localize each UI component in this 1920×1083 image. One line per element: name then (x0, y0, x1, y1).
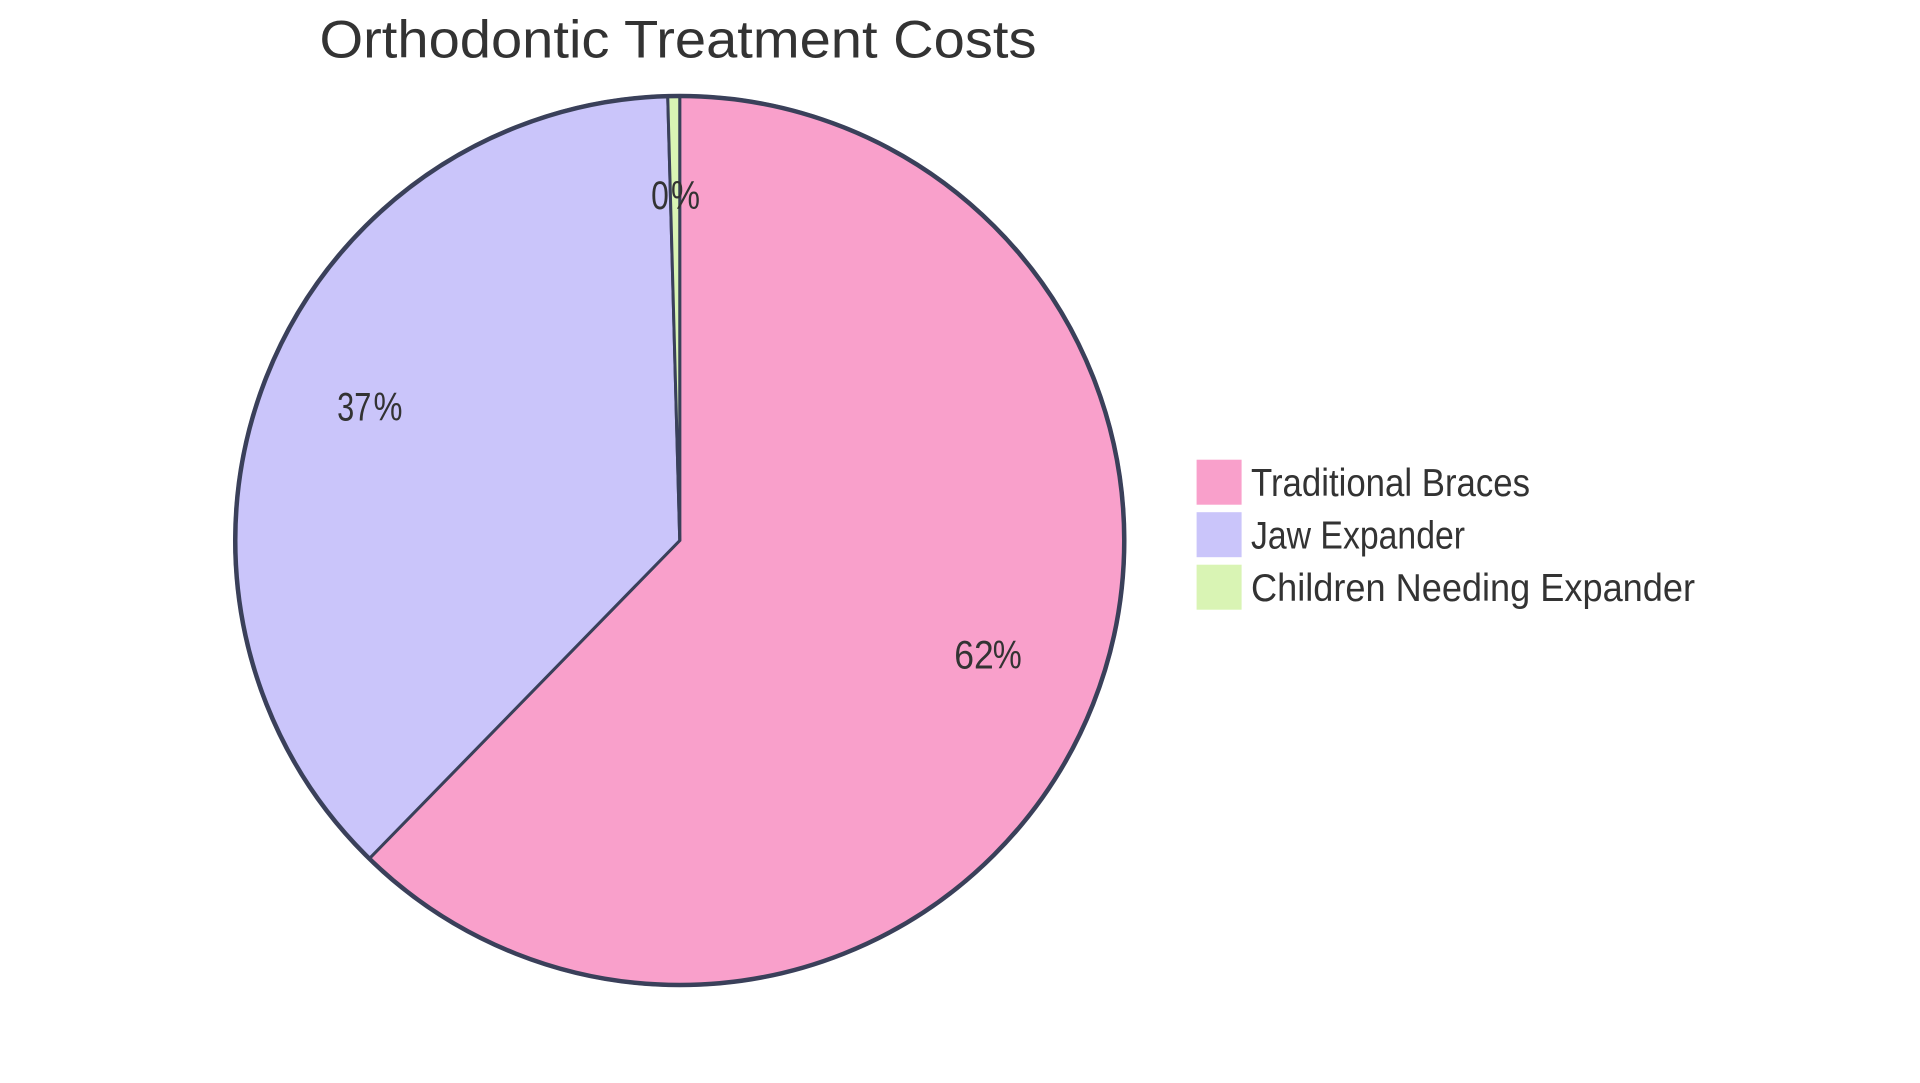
svg-text:37: 37 (337, 385, 371, 429)
svg-text:%: % (374, 385, 403, 429)
svg-text:62: 62 (954, 634, 994, 678)
svg-text:Traditional Braces: Traditional Braces (1251, 462, 1530, 505)
svg-text:Orthodontic Treatment Costs: Orthodontic Treatment Costs (320, 10, 1037, 69)
svg-text:%: % (993, 634, 1022, 678)
svg-text:0: 0 (651, 174, 669, 218)
svg-text:Children Needing Expander: Children Needing Expander (1251, 567, 1695, 610)
svg-text:%: % (671, 174, 700, 218)
svg-text:Jaw Expander: Jaw Expander (1251, 515, 1465, 558)
